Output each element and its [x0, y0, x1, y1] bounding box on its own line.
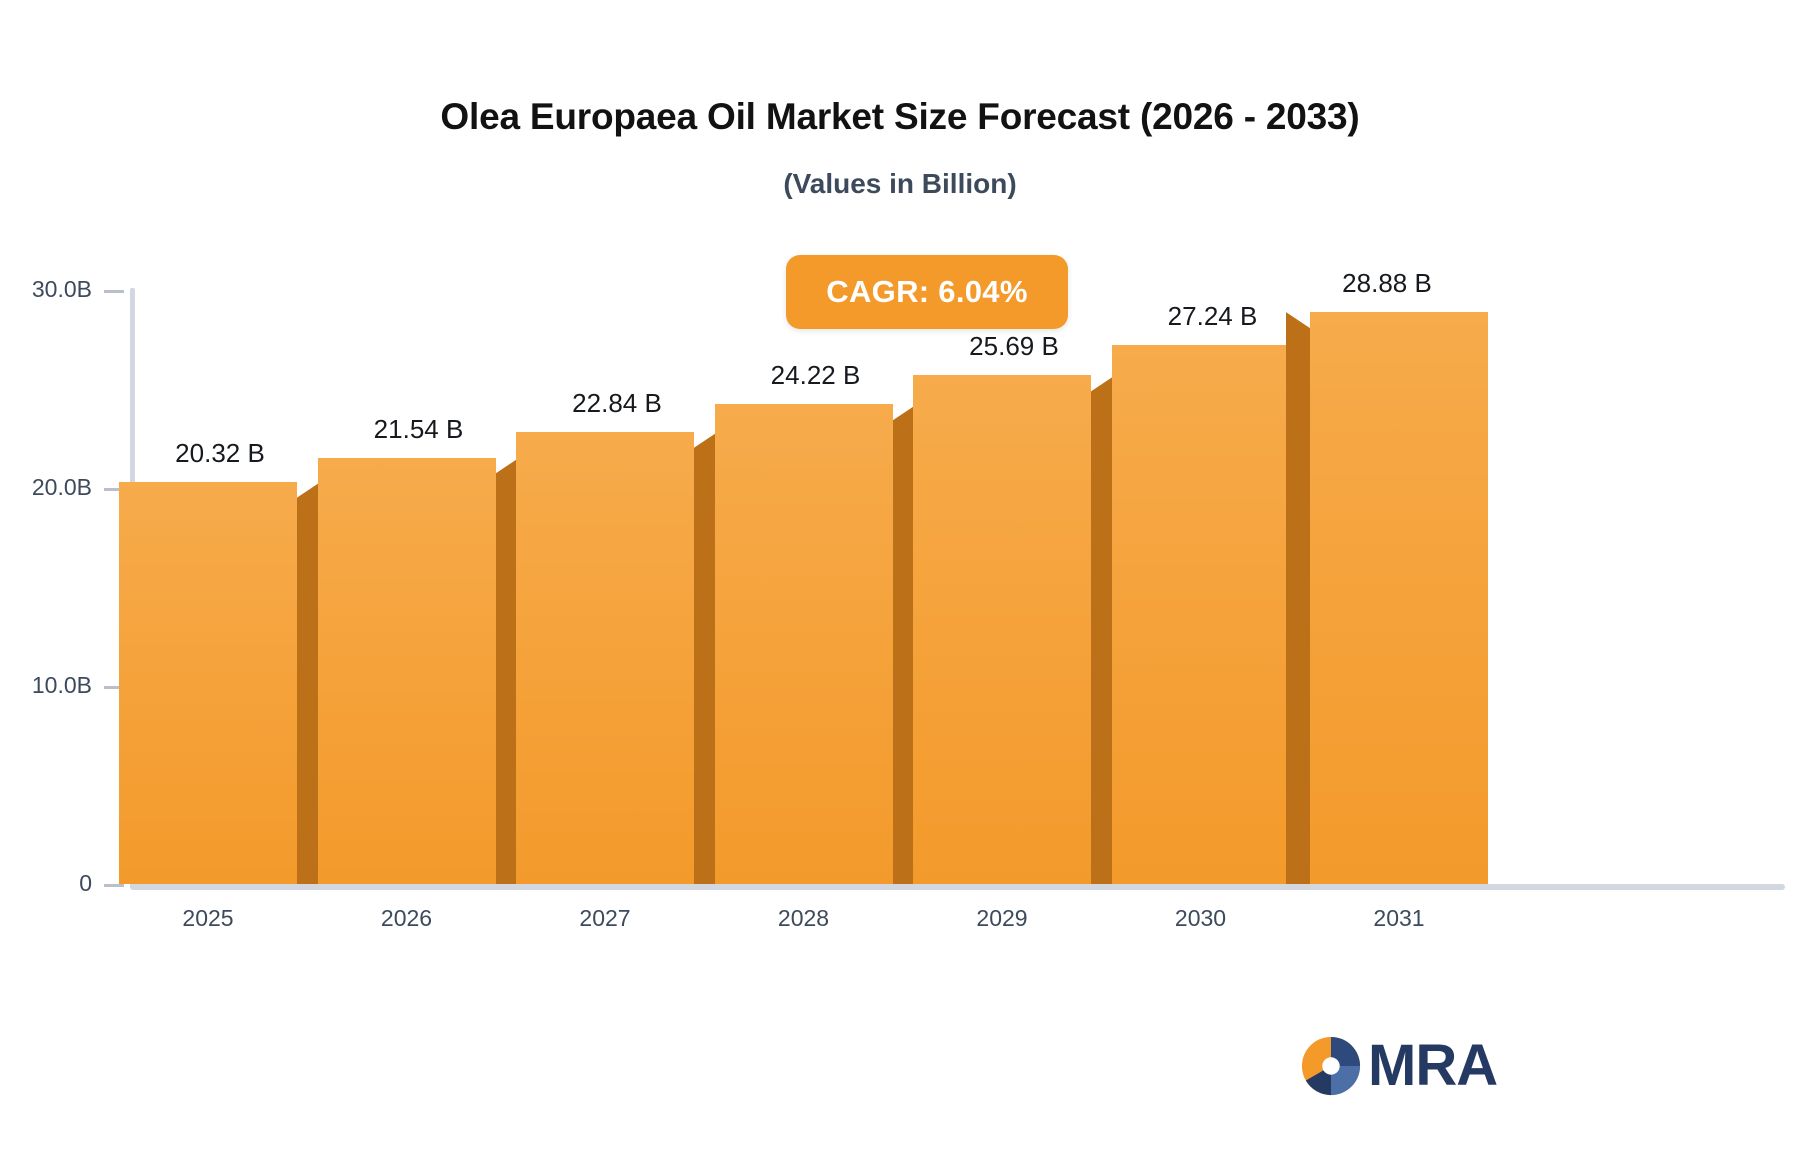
bar-value-label: 25.69 B — [969, 331, 1059, 362]
x-tick-label-2026: 2026 — [380, 905, 433, 931]
bar-side-face — [495, 457, 520, 884]
bar-face — [119, 481, 297, 884]
bar-side-face — [1286, 312, 1310, 884]
x-tick-label-2031: 2031 — [1373, 905, 1425, 931]
bar-face — [1111, 344, 1290, 884]
bar-side-face — [694, 431, 718, 884]
logo: MRA — [1300, 1033, 1498, 1098]
page-title: Olea Europaea Oil Market Size Forecast (… — [440, 96, 1360, 137]
y-tick-mark-10 — [104, 686, 124, 689]
x-tick-label-2027: 2027 — [579, 905, 631, 931]
bar-face — [317, 457, 496, 884]
bar-2029[interactable] — [913, 375, 1115, 884]
x-tick-label-2025: 2025 — [182, 905, 234, 931]
bar-side-face — [892, 404, 917, 884]
bar-2026[interactable] — [317, 457, 520, 884]
x-tick-label-2029: 2029 — [976, 905, 1028, 931]
bar-value-label: 24.22 B — [770, 360, 861, 391]
bar-2027[interactable] — [516, 431, 718, 884]
y-tick-label-0: 0 — [79, 870, 92, 896]
x-tick-label-2028: 2028 — [777, 905, 830, 931]
bar-2025[interactable] — [119, 481, 321, 884]
bar-side-face — [1091, 375, 1115, 884]
y-tick-label-10: 10.0B — [31, 672, 92, 698]
y-tick-label-30: 30.0B — [31, 276, 92, 302]
bar-value-label: 21.54 B — [373, 413, 464, 444]
bar-2031[interactable] — [1286, 312, 1488, 884]
y-tick-mark-0 — [104, 884, 124, 887]
bar-value-label: 22.84 B — [572, 387, 662, 418]
y-tick-label-20: 20.0B — [31, 474, 92, 500]
chart-subtitle: (Values in Billion) — [783, 168, 1017, 199]
pie-circle-icon — [1301, 1036, 1361, 1096]
cagr-badge: CAGR: 6.04% — [786, 255, 1068, 329]
y-tick-mark-30 — [104, 290, 124, 293]
bar-value-label: 27.24 B — [1167, 300, 1258, 331]
bar-face — [714, 404, 893, 884]
bar-face — [516, 431, 694, 884]
bar-value-label: 28.88 B — [1342, 268, 1432, 299]
bar-value-label: 20.32 B — [175, 437, 265, 468]
logo-text: MRA — [1368, 1033, 1498, 1098]
bar-2030[interactable] — [1111, 344, 1314, 884]
bar-face — [1310, 312, 1488, 884]
x-axis-line — [130, 884, 1785, 890]
x-tick-label-2030: 2030 — [1174, 905, 1227, 931]
bar-side-face — [297, 481, 321, 884]
bar-2028[interactable] — [714, 404, 917, 884]
bar-face — [913, 375, 1091, 884]
y-tick-mark-20 — [104, 488, 124, 491]
